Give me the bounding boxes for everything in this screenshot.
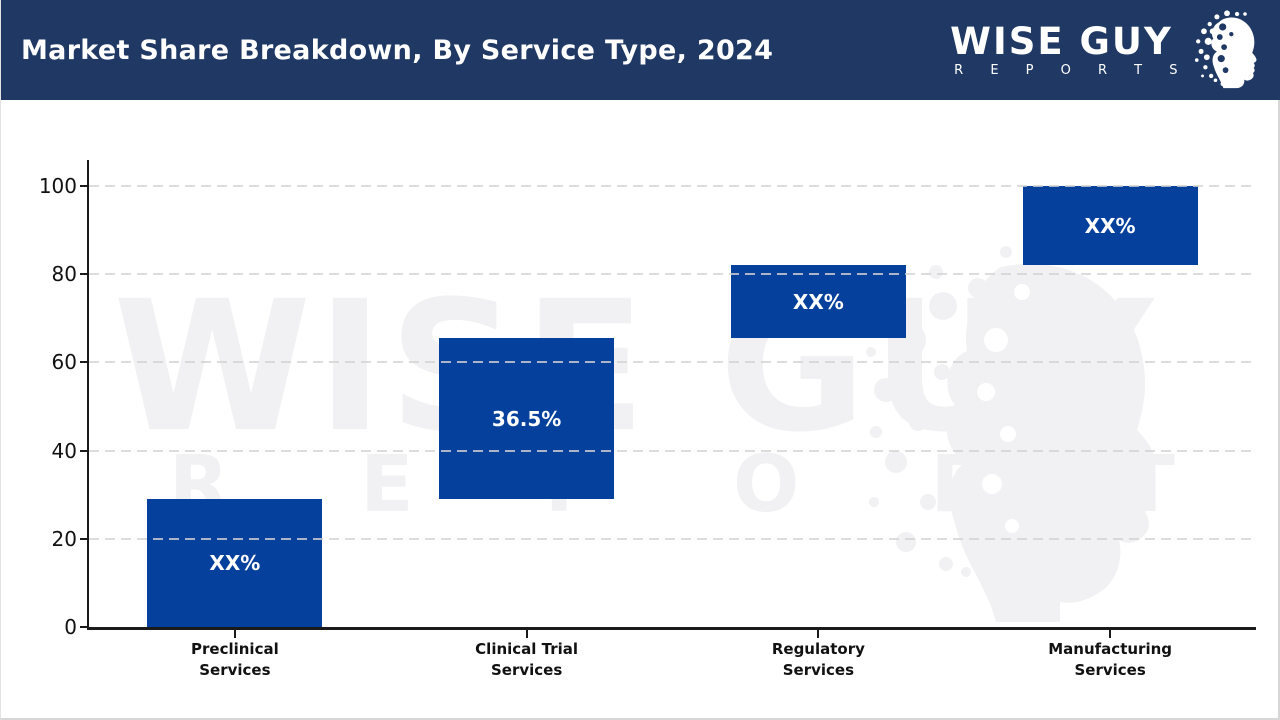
bar-value-label: 36.5% xyxy=(491,406,562,431)
y-tick-mark xyxy=(80,273,89,276)
y-tick-mark xyxy=(80,449,89,452)
y-axis-tick-0: 0 xyxy=(64,615,77,639)
bar-value-label: XX% xyxy=(1084,213,1136,238)
y-axis-tick-80: 80 xyxy=(51,262,77,287)
x-axis-category-label: Preclinical Services xyxy=(191,640,279,679)
y-tick-mark xyxy=(80,626,89,628)
bar-clinical-trial-services: 36.5% xyxy=(439,338,615,500)
brand-subtitle: R E P O R T S xyxy=(954,62,1189,78)
gridline-60 xyxy=(89,361,1256,364)
y-tick-mark xyxy=(80,361,89,364)
bar-regulatory-services: XX% xyxy=(730,265,906,339)
page-title: Market Share Breakdown, By Service Type,… xyxy=(21,34,774,66)
x-axis-category-label: Regulatory Services xyxy=(771,640,865,679)
x-tick-mark xyxy=(817,630,820,638)
gridline-80 xyxy=(89,273,1256,276)
x-tick-mark xyxy=(1109,630,1112,638)
header: Market Share Breakdown, By Service Type,… xyxy=(1,0,1280,100)
gridline-40 xyxy=(89,449,1256,452)
x-tick-mark xyxy=(233,630,236,638)
bar-value-label: XX% xyxy=(792,289,844,314)
y-axis-tick-40: 40 xyxy=(51,438,77,463)
wiseguy-head-icon xyxy=(1194,10,1257,89)
y-tick-mark xyxy=(80,537,89,540)
brand-name: WISE GUY xyxy=(950,19,1173,63)
gridline-20 xyxy=(89,537,1256,540)
bar-value-label: XX% xyxy=(209,551,261,576)
bar-manufacturing-services: XX% xyxy=(1022,186,1198,266)
x-axis-line xyxy=(87,627,1256,630)
y-axis-tick-100: 100 xyxy=(38,174,77,198)
y-axis-tick-60: 60 xyxy=(51,350,77,375)
y-tick-mark xyxy=(80,185,89,187)
brand-logo: WISE GUY R E P O R T S xyxy=(950,9,1263,91)
bar-preclinical-services: XX% xyxy=(147,499,323,627)
gridline-100 xyxy=(89,185,1256,187)
x-axis-category-label: Manufacturing Services xyxy=(1048,640,1172,679)
y-axis-tick-20: 20 xyxy=(51,526,77,551)
x-axis-category-label: Clinical Trial Services xyxy=(475,640,579,679)
watermark-head-icon xyxy=(866,246,1156,622)
y-axis-line xyxy=(87,160,89,630)
x-tick-mark xyxy=(525,630,528,638)
brand-text: WISE GUY R E P O R T S xyxy=(950,23,1189,78)
